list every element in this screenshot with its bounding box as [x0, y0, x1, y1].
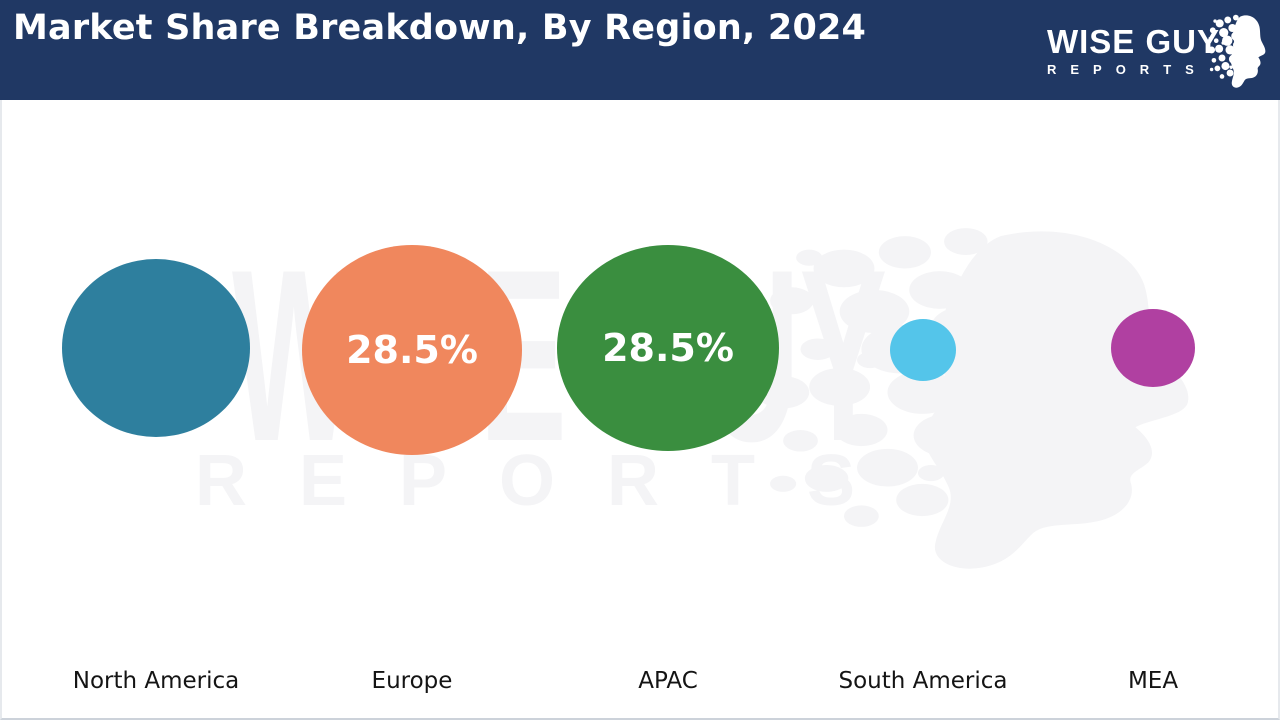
bubble-south-america — [890, 319, 956, 381]
watermark-brand-subtitle: REPORTS — [195, 441, 855, 521]
region-label-europe: Europe — [371, 668, 453, 694]
watermark-dotted-head-icon — [757, 228, 1188, 569]
region-label-south-america: South America — [838, 668, 1008, 694]
brand-logo: WISE GUY REPORTS — [1047, 8, 1266, 92]
bubble-mea — [1111, 309, 1195, 387]
bubble-value-apac: 28.5% — [602, 326, 734, 370]
region-label-apac: APAC — [638, 668, 698, 694]
brand-logo-text: WISE GUY REPORTS — [1047, 25, 1220, 76]
brand-subtitle: REPORTS — [1046, 61, 1208, 77]
bubble-value-europe: 28.5% — [346, 328, 478, 372]
header: Market Share Breakdown, By Region, 2024 … — [0, 0, 1280, 100]
bubble-north-america — [62, 259, 250, 437]
region-label-north-america: North America — [72, 668, 240, 694]
bubble-chart: WISE GUY REPORTS 28.5%28.5% North Americ… — [0, 100, 1280, 720]
page-title: Market Share Breakdown, By Region, 2024 — [13, 8, 867, 48]
brand-name: WISE GUY — [1046, 22, 1220, 60]
bubble-apac: 28.5% — [557, 245, 779, 451]
region-label-mea: MEA — [1127, 668, 1179, 694]
bubble-europe: 28.5% — [302, 245, 522, 455]
dotted-head-icon — [1208, 13, 1266, 88]
